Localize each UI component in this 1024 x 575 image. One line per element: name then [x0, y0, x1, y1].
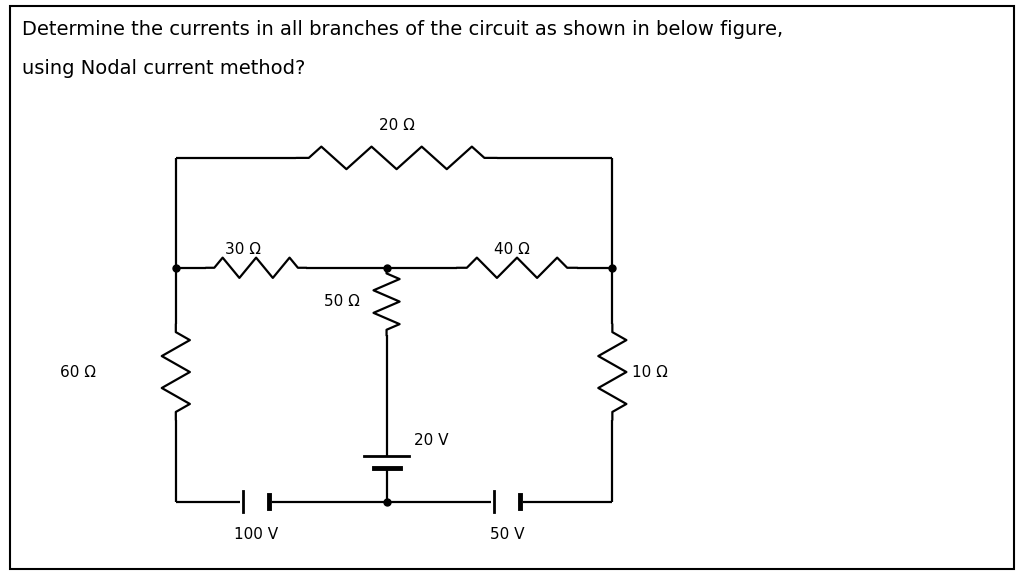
Text: Determine the currents in all branches of the circuit as shown in below figure,: Determine the currents in all branches o…	[23, 20, 783, 39]
Text: 20 V: 20 V	[414, 434, 449, 448]
Text: using Nodal current method?: using Nodal current method?	[23, 59, 305, 78]
Text: 50 Ω: 50 Ω	[324, 294, 359, 309]
Text: 50 V: 50 V	[489, 527, 524, 542]
Text: 60 Ω: 60 Ω	[59, 365, 95, 380]
Text: 30 Ω: 30 Ω	[225, 242, 261, 256]
Text: 40 Ω: 40 Ω	[494, 242, 530, 256]
Text: 100 V: 100 V	[234, 527, 279, 542]
Text: 20 Ω: 20 Ω	[379, 117, 415, 132]
Text: 10 Ω: 10 Ω	[633, 365, 669, 380]
